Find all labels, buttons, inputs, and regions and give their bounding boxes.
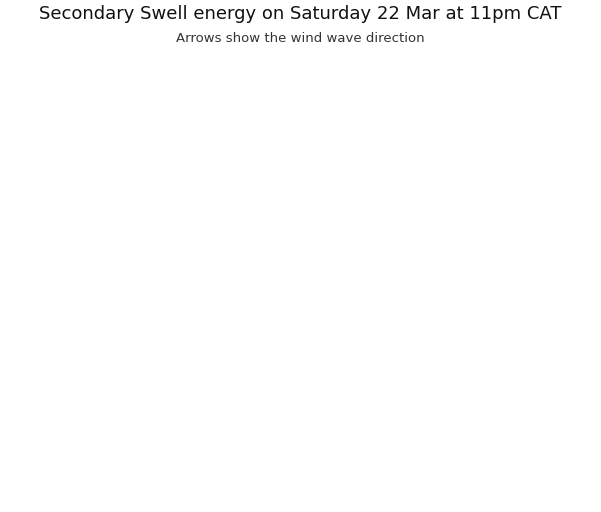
Text: Arrows show the wind wave direction: Arrows show the wind wave direction [176,32,425,46]
Text: cartopy required: cartopy required [243,273,358,287]
Text: Secondary Swell energy on Saturday 22 Mar at 11pm CAT: Secondary Swell energy on Saturday 22 Ma… [39,5,562,23]
